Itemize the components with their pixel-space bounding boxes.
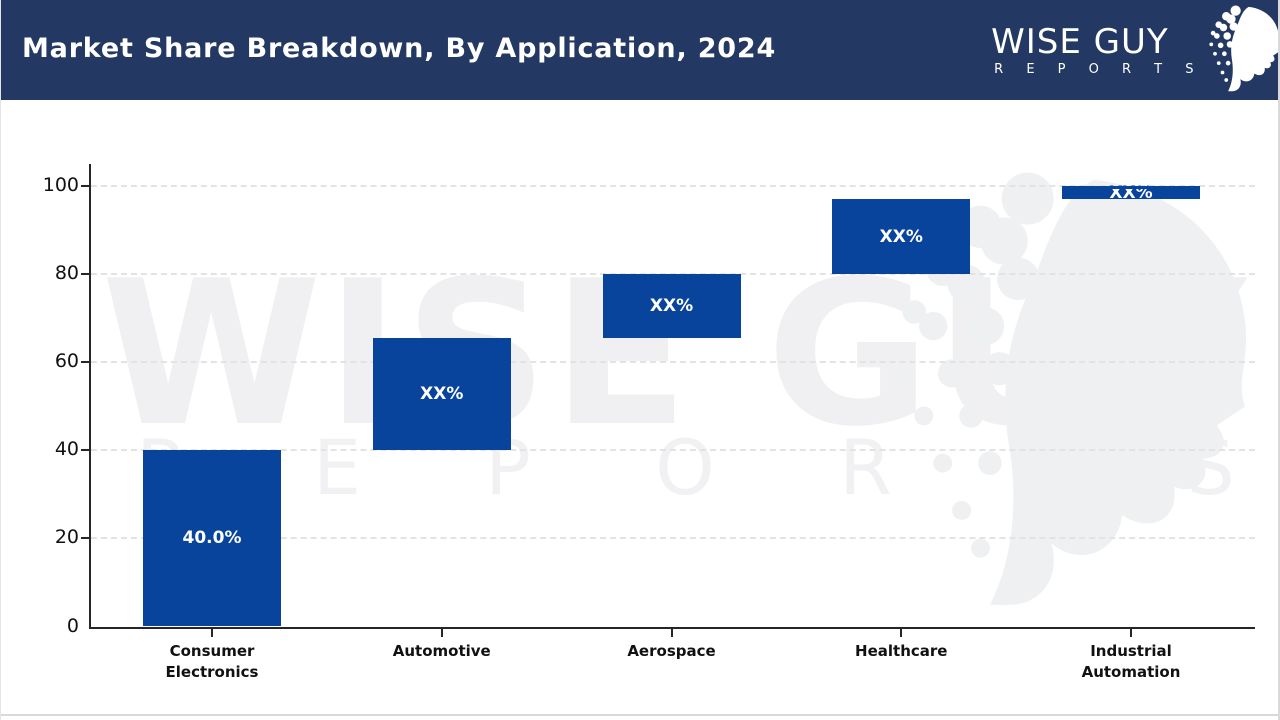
y-axis-tick-mark [81,449,89,452]
y-axis-tick-label: 20 [54,526,79,549]
bar-value-label: XX% [420,384,464,405]
header: Market Share Breakdown, By Application, … [1,0,1278,100]
x-axis-tick-mark [1130,628,1132,637]
bar-consumer-electronics: 40.0% [143,450,281,627]
y-axis-tick-label: 40 [54,438,79,461]
x-axis-tick-mark [211,628,213,637]
page-title: Market Share Breakdown, By Application, … [22,32,777,64]
gridline-100 [91,185,1255,187]
bar-value-label: XX% [879,226,923,247]
y-axis-tick-mark [81,537,89,540]
category-label-automotive: Automotive [392,641,491,660]
y-axis-tick-label: 100 [42,174,79,196]
wiseguy-logo-text: WISE GUY R E P O R T S [991,25,1203,76]
footer-divider [1,714,1278,716]
x-axis-line [89,626,1255,629]
y-axis-tick-mark [81,273,89,276]
x-axis-tick-mark [900,628,903,637]
bar-healthcare: XX% [832,199,971,275]
bar-value-label: XX% [1109,182,1153,203]
bar-aerospace: XX% [602,274,741,338]
gridline-20 [91,537,1255,540]
y-axis-tick-mark [81,361,89,364]
gridline-40 [91,449,1255,452]
bar-value-label: 40.0% [182,528,242,549]
category-label-consumer-electronics: Consumer Electronics [165,641,259,681]
chart-area: WISE GUY R E P O R T S 0 20 40 60 80 100 40.0%… [1,100,1278,716]
x-axis-tick-mark [440,628,443,637]
category-label-healthcare: Healthcare [855,641,948,660]
bar-industrial-automation: XX% [1062,183,1200,203]
y-axis-tick-label: 80 [54,262,79,285]
wiseguy-head-icon [1209,5,1278,92]
logo-subtitle: R E P O R T S [994,61,1203,77]
x-axis-tick-mark [670,628,673,637]
bar-value-label: XX% [649,296,694,317]
logo-wordmark: WISE GUY [991,21,1169,62]
gridline-60 [91,361,1255,364]
category-label-aerospace: Aerospace [627,641,716,660]
bar-automotive: XX% [372,337,511,451]
y-axis-line [89,164,91,629]
wiseguy-logo: WISE GUY R E P O R T S [991,0,1278,100]
y-axis-tick-label: 0 [66,614,79,637]
y-axis-tick-label: 60 [54,350,79,373]
y-axis-tick-mark [81,185,89,187]
category-label-industrial-automation: Industrial Automation [1081,641,1181,681]
